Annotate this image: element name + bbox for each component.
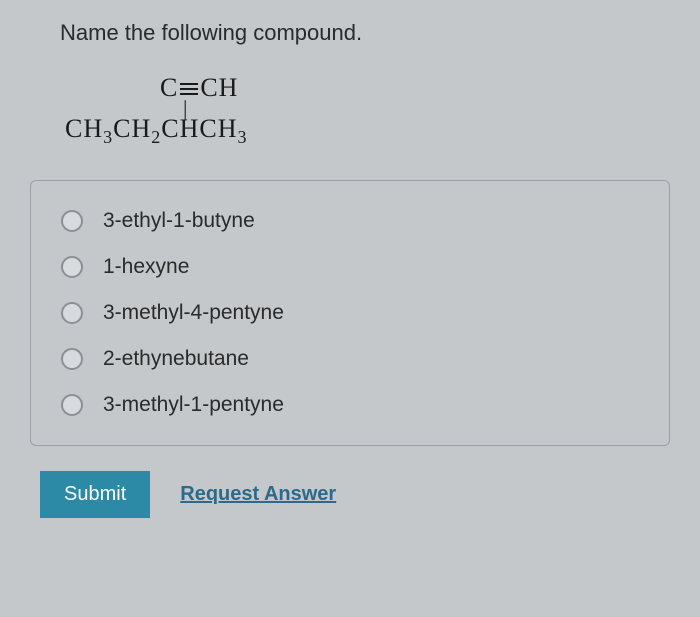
option-label: 3-ethyl-1-butyne xyxy=(103,209,255,233)
compound-line-1: CCH xyxy=(65,71,670,105)
request-answer-link[interactable]: Request Answer xyxy=(180,483,336,506)
option-row[interactable]: 3-methyl-4-pentyne xyxy=(61,301,639,325)
option-row[interactable]: 1-hexyne xyxy=(61,255,639,279)
option-label: 1-hexyne xyxy=(103,255,189,279)
option-row[interactable]: 3-ethyl-1-butyne xyxy=(61,209,639,233)
radio-icon[interactable] xyxy=(61,256,83,278)
radio-icon[interactable] xyxy=(61,348,83,370)
radio-icon[interactable] xyxy=(61,210,83,232)
option-row[interactable]: 2-ethynebutane xyxy=(61,347,639,371)
radio-icon[interactable] xyxy=(61,394,83,416)
radio-icon[interactable] xyxy=(61,302,83,324)
option-label: 2-ethynebutane xyxy=(103,347,249,371)
options-container: 3-ethyl-1-butyne 1-hexyne 3-methyl-4-pen… xyxy=(30,180,670,446)
option-label: 3-methyl-1-pentyne xyxy=(103,393,284,417)
compound-structure: CCH | CH3CH2CHCH3 xyxy=(65,71,670,150)
option-row[interactable]: 3-methyl-1-pentyne xyxy=(61,393,639,417)
actions-bar: Submit Request Answer xyxy=(30,471,670,518)
submit-button[interactable]: Submit xyxy=(40,471,150,518)
question-prompt: Name the following compound. xyxy=(30,20,670,46)
option-label: 3-methyl-4-pentyne xyxy=(103,301,284,325)
compound-line-2: CH3CH2CHCH3 xyxy=(65,112,670,150)
